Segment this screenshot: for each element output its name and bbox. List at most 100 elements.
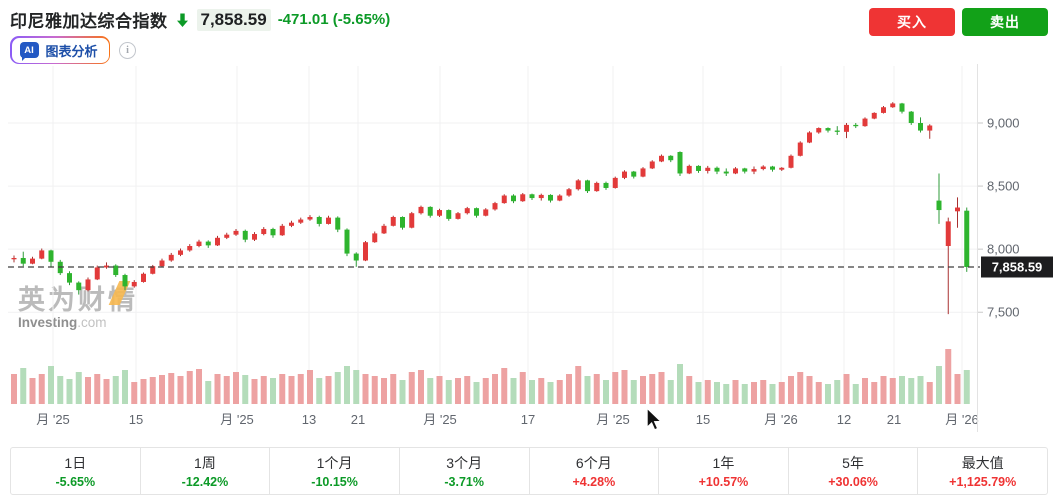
ai-chart-analysis-button[interactable]: AI 图表分析 [10, 36, 111, 64]
candle[interactable] [853, 123, 859, 129]
candle[interactable] [529, 193, 535, 200]
sell-button[interactable]: 卖出 [962, 8, 1048, 36]
candle[interactable] [862, 117, 868, 127]
candle[interactable] [548, 194, 553, 203]
candle[interactable] [48, 249, 54, 268]
candle[interactable] [94, 265, 100, 281]
candle[interactable] [418, 205, 424, 215]
candle[interactable] [168, 252, 174, 262]
candle[interactable] [464, 206, 470, 215]
candle[interactable] [714, 166, 720, 175]
candle[interactable] [11, 255, 17, 263]
candle[interactable] [427, 206, 433, 218]
candle[interactable] [159, 258, 165, 268]
candle[interactable] [751, 166, 757, 175]
candle[interactable] [705, 165, 711, 174]
candle[interactable] [307, 215, 313, 221]
candle[interactable] [344, 228, 350, 257]
candle[interactable] [733, 167, 738, 175]
info-icon[interactable]: i [119, 41, 137, 59]
candle[interactable] [825, 127, 831, 133]
candle[interactable] [131, 280, 137, 288]
candle[interactable] [409, 211, 415, 229]
candle[interactable] [446, 209, 452, 221]
candle[interactable] [723, 168, 729, 176]
candle[interactable] [215, 235, 220, 247]
candle[interactable] [57, 259, 63, 276]
candle[interactable] [918, 117, 923, 133]
candle[interactable] [76, 281, 82, 295]
candle[interactable] [566, 187, 572, 197]
candle[interactable] [150, 264, 156, 275]
candle[interactable] [335, 216, 341, 233]
candle[interactable] [316, 215, 322, 227]
candle[interactable] [612, 176, 618, 189]
candle[interactable] [677, 151, 683, 176]
candle[interactable] [649, 160, 655, 170]
candle[interactable] [594, 181, 600, 192]
candle[interactable] [631, 170, 637, 179]
candle[interactable] [520, 193, 526, 202]
candle[interactable] [871, 112, 877, 120]
candle[interactable] [39, 248, 45, 260]
candle[interactable] [298, 217, 304, 224]
candle[interactable] [936, 173, 942, 224]
candle[interactable] [659, 154, 664, 163]
candle[interactable] [557, 194, 563, 202]
candle[interactable] [261, 227, 267, 236]
candle[interactable] [455, 211, 461, 220]
candle[interactable] [760, 165, 766, 171]
candle[interactable] [908, 111, 914, 125]
candle[interactable] [390, 215, 396, 227]
candle[interactable] [20, 251, 26, 267]
candle[interactable] [400, 216, 405, 230]
candle[interactable] [622, 170, 627, 180]
candle[interactable] [575, 179, 581, 191]
candle[interactable] [104, 262, 109, 269]
candle[interactable] [899, 102, 905, 114]
candle[interactable] [816, 127, 822, 134]
price-chart[interactable]: 9,000 8,500 8,000 7,500 月 '25 15 月 '25 13 21 月 '2… [0, 0, 1056, 440]
candle[interactable] [779, 167, 785, 171]
candle[interactable] [270, 227, 276, 238]
candle[interactable] [640, 167, 646, 178]
candle[interactable] [279, 223, 285, 236]
candle[interactable] [844, 123, 849, 139]
candle[interactable] [501, 194, 507, 204]
candle[interactable] [141, 272, 146, 283]
candle[interactable] [224, 232, 230, 240]
candle[interactable] [585, 179, 590, 194]
candle[interactable] [696, 165, 701, 173]
candle[interactable] [122, 273, 128, 291]
candle[interactable] [205, 240, 211, 248]
candle[interactable] [372, 231, 378, 243]
candle[interactable] [511, 194, 516, 204]
candle[interactable] [742, 167, 748, 174]
candle[interactable] [964, 207, 970, 272]
candle[interactable] [233, 228, 239, 236]
buy-button[interactable]: 买入 [869, 8, 955, 36]
candle[interactable] [927, 124, 933, 139]
candle[interactable] [538, 193, 544, 201]
candle[interactable] [326, 215, 331, 225]
candle[interactable] [668, 155, 674, 163]
candle[interactable] [85, 277, 91, 292]
candle[interactable] [797, 141, 803, 157]
candle[interactable] [113, 264, 119, 277]
candle[interactable] [381, 223, 387, 235]
candle[interactable] [178, 248, 183, 257]
candle[interactable] [289, 220, 294, 228]
candle[interactable] [30, 256, 35, 265]
candle[interactable] [483, 208, 489, 217]
candle[interactable] [187, 244, 193, 252]
candle[interactable] [474, 207, 479, 218]
candle[interactable] [686, 164, 692, 175]
candle[interactable] [252, 232, 257, 241]
candle[interactable] [807, 131, 812, 144]
candle[interactable] [363, 240, 368, 262]
candle[interactable] [770, 165, 775, 172]
candle[interactable] [890, 102, 896, 108]
candle[interactable] [945, 217, 951, 315]
candle[interactable] [242, 229, 248, 243]
candle[interactable] [788, 154, 794, 169]
